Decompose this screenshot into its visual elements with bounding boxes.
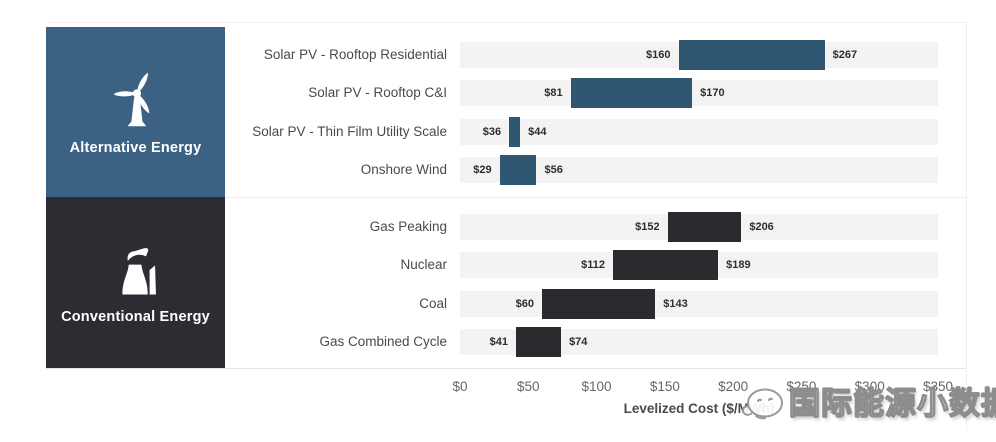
row-label: Gas Peaking [369,219,447,234]
card-top-border [46,22,966,23]
bar-min-value: $112 [581,259,605,272]
x-axis-tick: $100 [581,379,612,394]
group-label-alternative: Alternative Energy [69,139,202,156]
x-axis-tick: $200 [718,379,749,394]
range-bar [570,78,693,109]
bar-min-value: $36 [482,125,502,138]
bar-min-value: $160 [646,49,671,61]
bar-max-value: $206 [749,221,774,233]
x-axis-tick: $250 [786,379,817,394]
x-axis-tick: $0 [452,379,468,394]
bar-min-value: $29 [473,164,492,176]
x-axis-label: Levelized Cost ($/MWh) [623,401,775,416]
bar-max-value: $170 [700,87,725,100]
group-panel-alternative-energy: Alternative Energy [46,27,225,197]
group-label-conventional: Conventional Energy [61,309,210,325]
bar-min-value: $152 [635,221,660,233]
x-axis-tick: $300 [854,379,885,394]
x-axis-line [46,368,966,369]
wind-turbine-icon [106,69,166,131]
group-panel-conventional-energy: Conventional Energy [46,197,225,368]
bar-min-value: $60 [515,297,534,310]
row-label: Solar PV - Thin Film Utility Scale [252,123,447,139]
range-bar [678,40,825,70]
range-bar [541,288,656,319]
bar-track [460,118,938,145]
bar-min-value: $41 [489,336,508,348]
range-bar [499,155,537,185]
range-bar [667,212,742,242]
x-axis-tick: $50 [517,379,540,394]
x-axis-tick: $350 [922,379,954,394]
row-label: Onshore Wind [360,162,447,177]
x-axis-tick: $150 [649,379,680,394]
range-bar [509,116,521,147]
bar-max-value: $74 [569,336,588,348]
bar-track [460,80,938,107]
bar-max-value: $56 [544,164,563,176]
watermark-text: 国际能源小数据 [788,385,996,421]
row-label: Solar PV - Rooftop C&I [308,85,447,101]
cooling-tower-icon [107,240,165,300]
range-bar [515,327,562,357]
range-bar [612,250,719,281]
bar-max-value: $143 [663,297,688,310]
bar-max-value: $189 [726,259,751,272]
bar-track [460,290,938,317]
row-label: Solar PV - Rooftop Residential [263,47,447,62]
cartoon-face-icon [736,372,788,428]
watermark: 国际能源小数据 [736,369,996,431]
bar-max-value: $44 [528,125,547,138]
row-label: Coal [419,295,447,311]
row-label: Gas Combined Cycle [319,334,447,349]
bar-max-value: $267 [832,49,858,61]
card-right-border [966,22,967,430]
section-divider [225,197,966,198]
row-label: Nuclear [400,257,447,273]
bar-min-value: $81 [544,87,563,100]
bar-track [460,157,938,183]
